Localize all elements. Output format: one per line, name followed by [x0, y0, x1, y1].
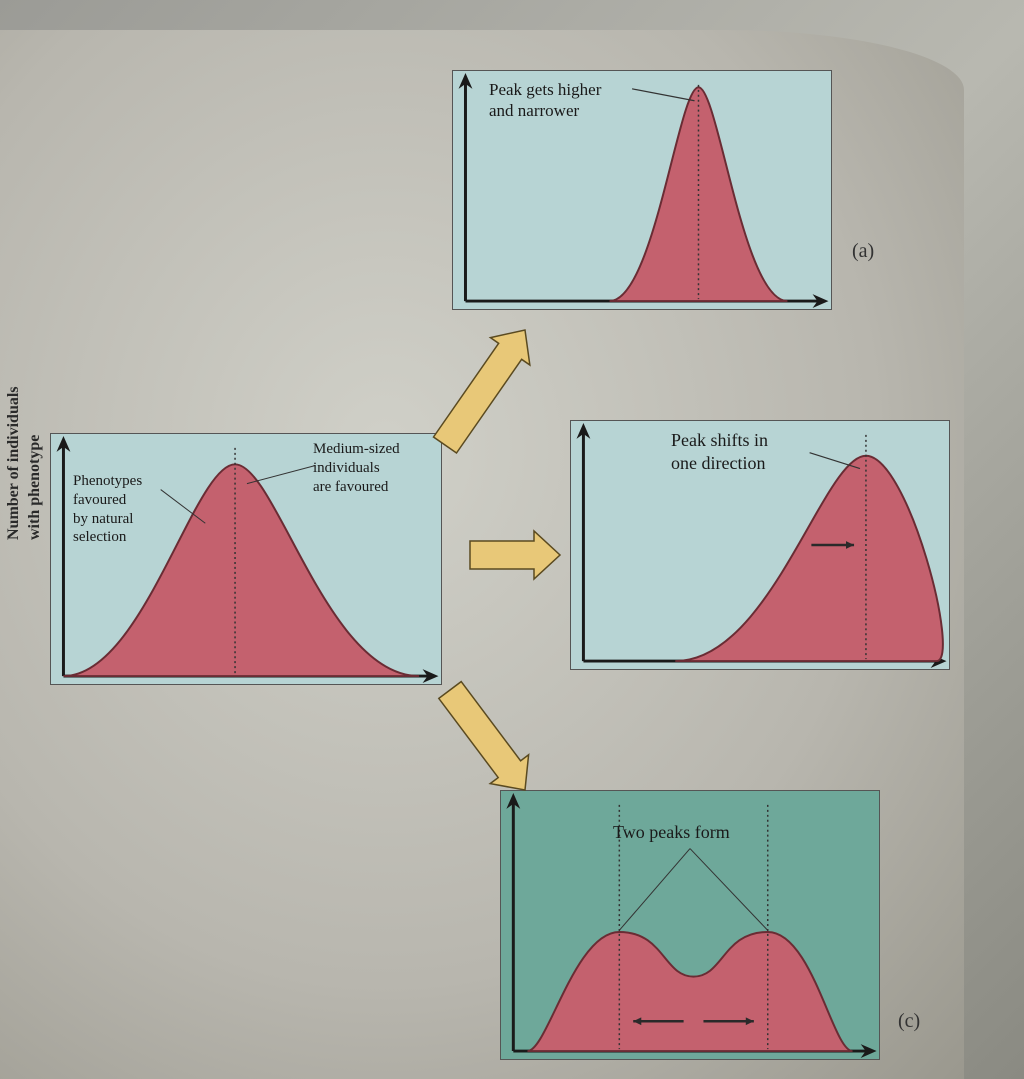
panel-tag-c: (c): [898, 1010, 920, 1033]
label-peak-narrower: Peak gets higher and narrower: [489, 79, 601, 122]
label-peak-shifts: Peak shifts in one direction: [671, 429, 768, 474]
label-medium-sized: Medium-sized individuals are favoured: [313, 440, 400, 496]
arrow-to-c: [410, 650, 565, 830]
y-axis-label: Number of individuals with phenotype: [4, 386, 46, 540]
panel-directional: Peak shifts in one direction: [570, 420, 950, 670]
panel-tag-a: (a): [852, 240, 874, 263]
panel-source: Phenotypes favoured by natural selection…: [50, 433, 442, 685]
label-two-peaks: Two peaks form: [613, 821, 730, 844]
arrow-to-a: [405, 290, 565, 485]
label-phenotypes-favoured: Phenotypes favoured by natural selection: [73, 472, 142, 547]
panel-stabilising: Peak gets higher and narrower: [452, 70, 832, 310]
arrow-to-b: [430, 515, 600, 595]
panel-disruptive: Two peaks form: [500, 790, 880, 1060]
